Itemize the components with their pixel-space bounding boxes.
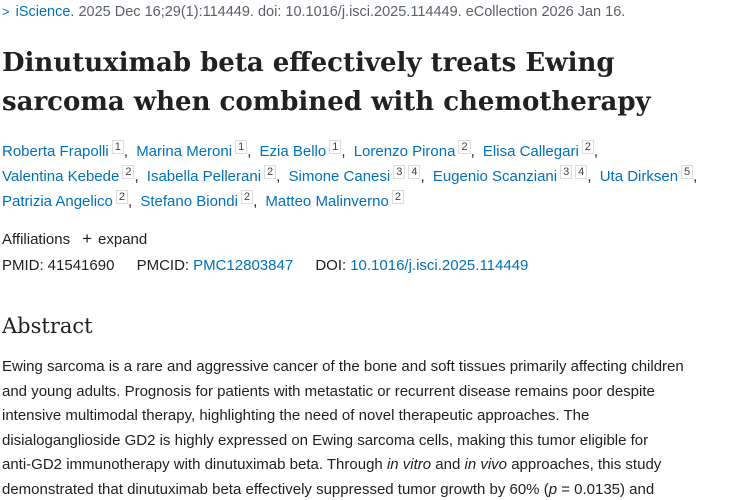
abstract-italic-run: in vitro xyxy=(386,456,432,474)
author-link[interactable]: Ezia Bello xyxy=(259,143,327,160)
affiliation-ref[interactable]: 2 xyxy=(391,190,404,204)
author-link[interactable]: Uta Dirksen xyxy=(599,168,679,185)
author-link[interactable]: Valentina Kebede xyxy=(2,168,120,185)
pmcid-label: PMCID: xyxy=(136,257,190,274)
author-list: Roberta Frapolli 1, Marina Meroni 1, Ezia … xyxy=(2,139,742,214)
abstract-line: anti-GD2 immunotherapy with dinutuximab … xyxy=(2,453,750,478)
abstract-text-run: and xyxy=(431,456,465,474)
author-link[interactable]: Marina Meroni xyxy=(136,143,233,160)
citation-details: 2025 Dec 16;29(1):114449. doi: 10.1016/j… xyxy=(78,4,626,20)
author-row-2: Valentina Kebede 2, Isabella Pellerani 2, … xyxy=(2,165,698,185)
affiliation-ref[interactable]: 3 xyxy=(393,165,406,179)
abstract-line: disialoganglioside GD2 is highly express… xyxy=(2,431,649,449)
author-link[interactable]: Lorenzo Pirona xyxy=(353,143,456,160)
author-link[interactable]: Stefano Biondi xyxy=(140,193,238,210)
abstract-italic-run: p xyxy=(548,480,558,498)
affiliation-ref[interactable]: 5 xyxy=(681,165,694,179)
affiliation-ref[interactable]: 2 xyxy=(115,190,129,204)
author-row-3: Patrizia Angelico 2, Stefano Biondi 2, Mat… xyxy=(2,189,742,214)
affiliation-ref[interactable]: 4 xyxy=(408,165,421,179)
abstract-line: intensive multimodal therapy, highlighti… xyxy=(2,407,590,425)
author-link[interactable]: Isabella Pellerani xyxy=(146,168,262,185)
author-link[interactable]: Patrizia Angelico xyxy=(2,193,113,210)
plus-icon: + xyxy=(82,229,93,248)
author-link[interactable]: Matteo Malinverno xyxy=(265,193,389,210)
affiliation-ref[interactable]: 2 xyxy=(458,140,471,154)
author-link[interactable]: Roberta Frapolli xyxy=(2,143,109,160)
affiliation-ref[interactable]: 3 xyxy=(560,165,573,179)
pmid-value: 41541690 xyxy=(47,257,115,274)
abstract-italic-run: in vivo xyxy=(464,456,508,474)
expand-label[interactable]: expand xyxy=(98,231,148,248)
affiliation-ref[interactable]: 1 xyxy=(235,140,248,154)
identifiers: PMID: 41541690 PMCID: PMC12803847 DOI: 10.1… xyxy=(2,257,546,274)
affiliation-ref[interactable]: 2 xyxy=(581,140,594,154)
journal-link[interactable]: iScience. xyxy=(15,4,75,20)
abstract-text-run: approaches, this study xyxy=(507,456,662,474)
abstract-text-run: anti-GD2 immunotherapy with dinutuximab … xyxy=(2,456,387,474)
author-link[interactable]: Eugenio Scanziani xyxy=(432,168,558,185)
affiliation-ref[interactable]: 2 xyxy=(122,165,135,179)
abstract-line: and young adults. Prognosis for patients… xyxy=(2,382,655,400)
affiliation-ref[interactable]: 2 xyxy=(240,190,254,204)
article-title: Dinutuximab beta effectively treats Ewin… xyxy=(2,48,651,117)
doi-link[interactable]: 10.1016/j.isci.2025.114449 xyxy=(350,257,529,274)
author-row-1: Roberta Frapolli 1, Marina Meroni 1, Ezia … xyxy=(2,140,599,160)
author-link[interactable]: Elisa Callegari xyxy=(482,143,579,160)
pmid-label: PMID: xyxy=(2,257,44,274)
abstract-line: demonstrated that dinutuximab beta effec… xyxy=(2,478,750,500)
abstract-text-run: demonstrated that dinutuximab beta effec… xyxy=(2,480,549,498)
chevron-right-icon[interactable]: > xyxy=(2,4,10,19)
affiliation-ref[interactable]: 2 xyxy=(264,165,277,179)
pmcid-link[interactable]: PMC12803847 xyxy=(193,257,294,274)
abstract-text: Ewing sarcoma is a rare and aggressive c… xyxy=(2,355,750,500)
affiliations-toggle[interactable]: Affiliations + expand xyxy=(2,229,147,249)
doi-label: DOI: xyxy=(315,257,347,274)
abstract-text-run: = 0.0135) and xyxy=(557,480,655,498)
abstract-line: Ewing sarcoma is a rare and aggressive c… xyxy=(2,358,684,375)
affiliation-ref[interactable]: 1 xyxy=(111,140,124,154)
affiliation-ref[interactable]: 4 xyxy=(575,165,588,179)
citation-line: > iScience. 2025 Dec 16;29(1):114449. doi… xyxy=(2,4,625,20)
author-link[interactable]: Simone Canesi xyxy=(288,168,391,185)
abstract-heading: Abstract xyxy=(2,314,93,338)
affiliations-label: Affiliations xyxy=(2,231,71,248)
affiliation-ref[interactable]: 1 xyxy=(329,140,342,154)
